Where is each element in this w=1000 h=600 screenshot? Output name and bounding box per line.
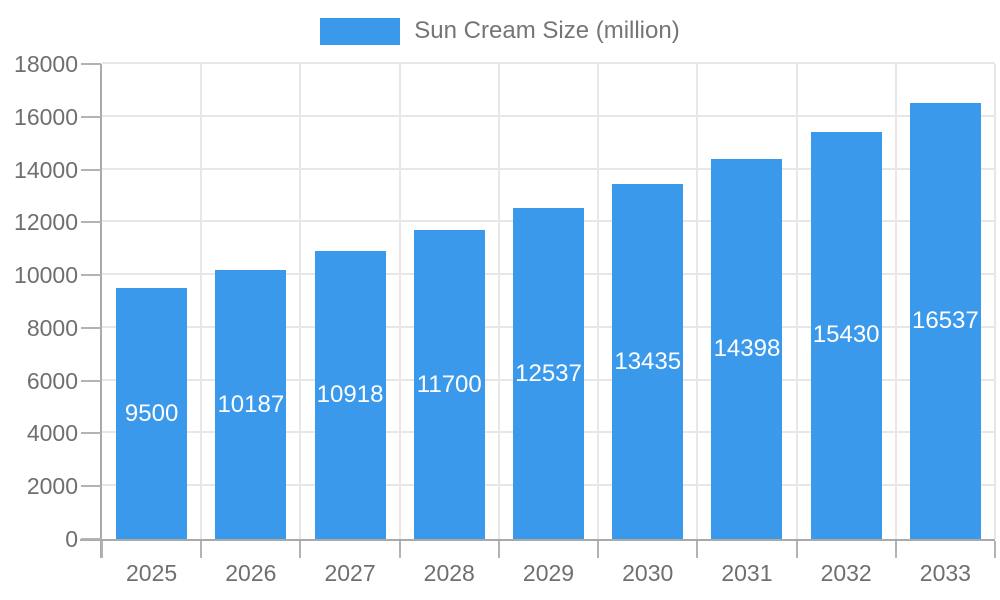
bar-value-label: 12537 [515, 359, 582, 387]
v-gridline [299, 64, 302, 539]
bar-2025[interactable]: 9500 [116, 288, 188, 539]
v-gridline [597, 64, 600, 539]
x-axis-tick-label: 2028 [423, 560, 475, 586]
x-axis-tick-label: 2032 [820, 560, 872, 586]
bar-2030[interactable]: 13435 [612, 184, 684, 539]
v-gridline [994, 64, 996, 539]
y-axis-tick-label: 6000 [26, 367, 78, 394]
bar-value-label: 14398 [713, 335, 781, 363]
v-gridline [894, 64, 897, 539]
x-axis-tick-label: 2033 [919, 560, 971, 586]
bar-value-label: 10187 [217, 390, 285, 418]
y-axis-tick-label: 2000 [26, 473, 78, 500]
y-axis-line [100, 64, 102, 558]
x-axis-tick [994, 541, 996, 558]
x-axis-tick-label: 2026 [225, 560, 277, 586]
x-axis-tick-label: 2027 [324, 560, 376, 586]
bar-2027[interactable]: 10918 [314, 250, 386, 539]
y-axis-tick [81, 115, 101, 118]
y-axis-tick-label: 18000 [14, 51, 78, 77]
x-axis-line [80, 539, 995, 541]
y-axis-tick [81, 379, 101, 382]
h-gridline [102, 62, 995, 64]
x-axis-tick [696, 541, 699, 558]
y-axis-tick [81, 432, 101, 435]
y-axis-tick-label: 10000 [14, 262, 78, 289]
x-axis-tick-label: 2025 [126, 560, 178, 586]
y-axis-tick-label: 8000 [26, 314, 78, 341]
bar-value-label: 11700 [416, 370, 482, 398]
y-axis-tick [81, 485, 101, 488]
v-gridline [398, 64, 401, 539]
y-axis-tick-label: 0 [65, 526, 78, 552]
x-axis-tick [894, 541, 897, 558]
x-axis-tick [497, 541, 500, 558]
y-axis-tick [81, 538, 101, 540]
legend-swatch[interactable] [320, 17, 401, 45]
bar-2033[interactable]: 16537 [909, 102, 981, 539]
x-axis-tick-label: 2029 [522, 560, 575, 586]
bar-value-label: 16537 [912, 306, 979, 334]
y-axis-tick-label: 12000 [14, 209, 78, 236]
h-gridline [102, 167, 995, 170]
bar-2031[interactable]: 14398 [711, 159, 783, 539]
bar-2026[interactable]: 10187 [215, 270, 287, 539]
x-axis-tick-label: 2031 [721, 560, 773, 586]
bar-2032[interactable]: 15430 [810, 131, 882, 539]
x-axis-tick [299, 541, 302, 558]
v-gridline [497, 64, 500, 539]
bar-value-label: 10918 [316, 380, 384, 408]
legend-label[interactable]: Sun Cream Size (million) [414, 17, 680, 44]
y-axis-tick [81, 221, 101, 224]
bar-value-label: 15430 [812, 321, 880, 349]
v-gridline [795, 64, 798, 539]
y-axis-tick [81, 168, 101, 171]
bar-value-label: 13435 [614, 347, 682, 375]
x-axis-tick [101, 541, 103, 558]
v-gridline [696, 64, 699, 539]
x-axis-tick [597, 541, 600, 558]
legend: Sun Cream Size (million) [0, 17, 1000, 45]
x-axis-tick-label: 2030 [622, 560, 674, 586]
y-axis-tick-label: 14000 [14, 156, 78, 183]
x-axis-tick [795, 541, 798, 558]
y-axis-tick [81, 274, 101, 277]
v-gridline [200, 64, 203, 539]
y-axis-tick [81, 326, 101, 329]
x-axis-tick [200, 541, 203, 558]
y-axis-tick-label: 4000 [26, 420, 78, 447]
x-axis-tick [398, 541, 401, 558]
y-axis-tick-label: 16000 [14, 103, 78, 130]
bar-2028[interactable]: 11700 [413, 230, 485, 539]
bar-2029[interactable]: 12537 [513, 208, 584, 539]
h-gridline [102, 114, 995, 117]
plot-area: 9500 10187 10918 11700 12537 13435 14398 15430 1… [102, 62, 996, 539]
y-axis-tick [81, 63, 101, 65]
bar-value-label: 9500 [124, 399, 179, 427]
